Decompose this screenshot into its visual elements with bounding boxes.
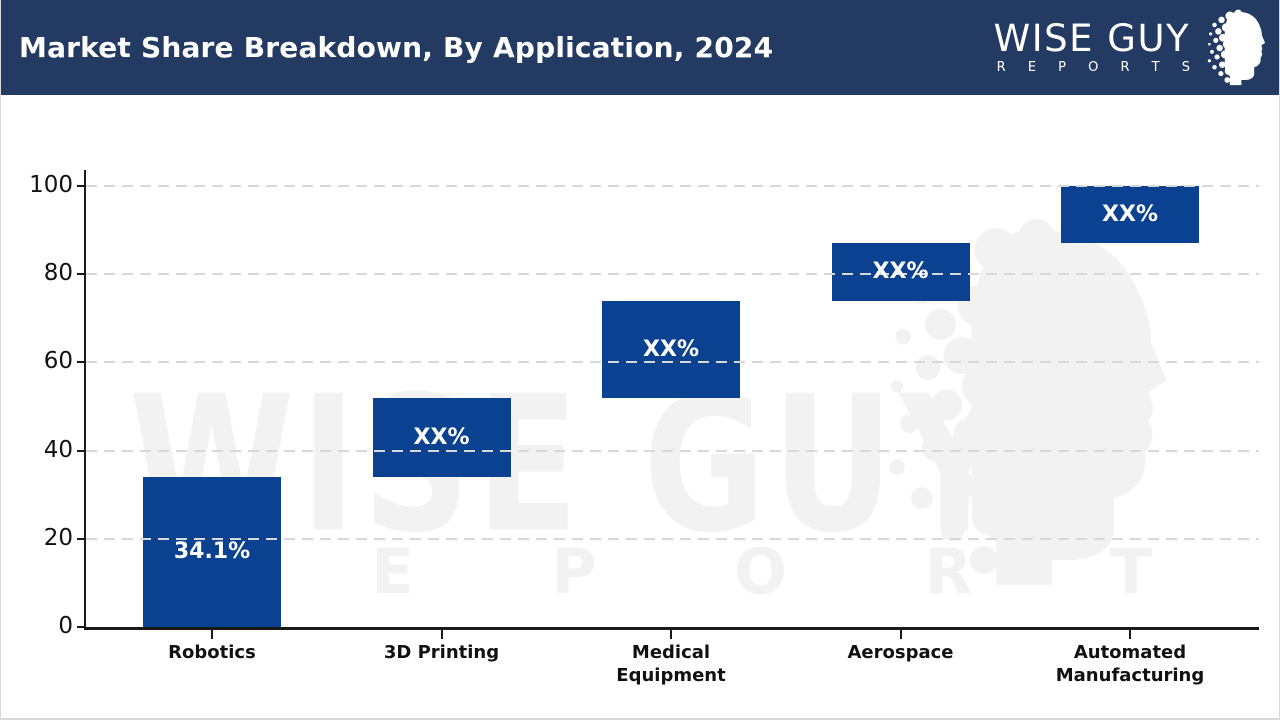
logo-subtext: R E P O R T S xyxy=(996,60,1199,76)
brand-logo: WISE GUY R E P O R T S xyxy=(994,9,1267,87)
x-tick-mark xyxy=(440,630,443,639)
bar-automated-manufacturing xyxy=(1061,186,1199,244)
bar-medical-equipment xyxy=(602,300,740,398)
bar-aerospace xyxy=(831,243,970,301)
bar-value-label: XX% xyxy=(643,336,699,362)
y-tick-mark xyxy=(77,361,85,364)
gridline-100 xyxy=(86,185,1259,187)
bar-value-label: XX% xyxy=(413,424,470,450)
y-tick-mark xyxy=(77,185,85,187)
gridline-20 xyxy=(86,537,1259,540)
header-band: Market Share Breakdown, By Application, … xyxy=(1,0,1279,95)
x-category-label: 3D Printing xyxy=(383,642,500,663)
bar-value-label: XX% xyxy=(1102,202,1158,228)
y-tick-mark xyxy=(77,449,85,452)
x-category-label: Aerospace xyxy=(847,642,954,663)
chart-canvas: WISE GUY R E P O R T S 0 20 40 60 80 100 34.1%… xyxy=(1,95,1279,718)
gridline-80 xyxy=(86,273,1259,276)
x-tick-mark xyxy=(1129,630,1131,639)
x-tick-mark xyxy=(670,630,672,639)
x-axis-line xyxy=(84,627,1259,630)
gridline-40 xyxy=(86,449,1259,452)
bar-robotics xyxy=(143,476,281,627)
bar-value-label: 34.1% xyxy=(173,539,251,565)
x-category-label: Robotics xyxy=(168,642,256,663)
y-axis-line xyxy=(84,170,86,630)
y-tick-mark xyxy=(77,626,85,628)
y-tick-label: 80 xyxy=(43,260,73,287)
page-title: Market Share Breakdown, By Application, … xyxy=(19,31,774,64)
y-tick-mark xyxy=(77,273,85,276)
y-tick-label: 20 xyxy=(43,524,73,551)
y-tick-mark xyxy=(77,537,85,540)
gridline-60 xyxy=(86,361,1259,364)
y-tick-label: 0 xyxy=(58,613,73,639)
logo-wordmark: WISE GUY xyxy=(993,16,1191,60)
bar-3d-printing xyxy=(372,397,511,477)
bar-value-label: XX% xyxy=(872,259,929,285)
x-category-label: Automated Manufacturing xyxy=(1055,642,1205,686)
y-tick-label: 100 xyxy=(29,172,73,198)
logo-head-icon xyxy=(1207,9,1266,85)
x-tick-mark xyxy=(211,630,213,639)
y-tick-label: 60 xyxy=(43,348,73,375)
x-tick-mark xyxy=(899,630,902,639)
x-category-label: Medical Equipment xyxy=(616,642,726,686)
y-tick-label: 40 xyxy=(43,436,73,463)
